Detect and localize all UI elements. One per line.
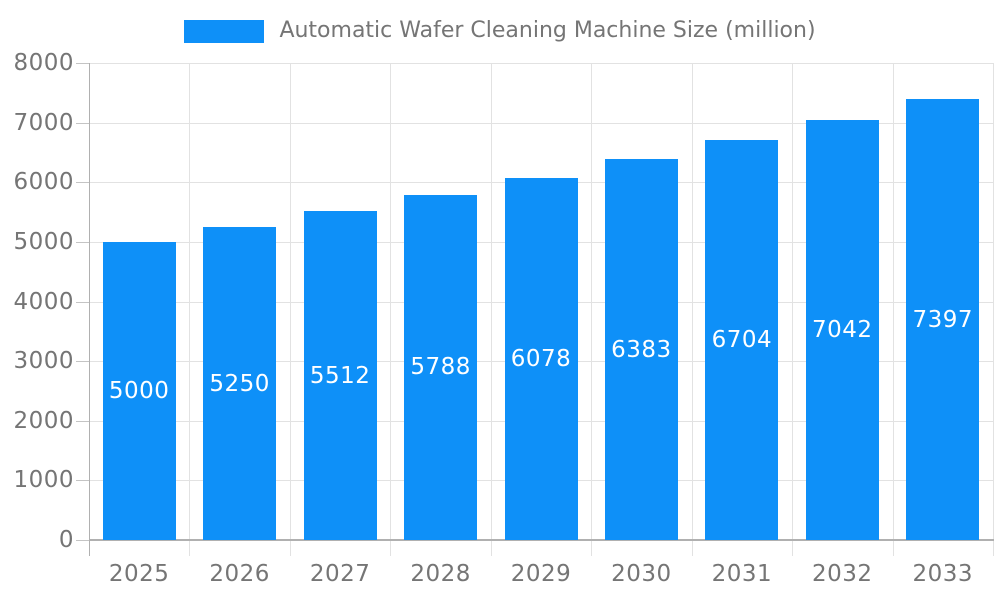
- bar-2029: 6078: [504, 177, 578, 540]
- y-axis-tick-label: 0: [58, 527, 74, 553]
- legend: Automatic Wafer Cleaning Machine Size (m…: [0, 17, 1000, 45]
- bar-2028: 5788: [404, 194, 478, 540]
- bar-value-label: 6383: [611, 336, 672, 363]
- y-gridline: [89, 63, 993, 64]
- y-gridline: [89, 123, 993, 124]
- y-axis-tick: [76, 242, 89, 243]
- x-gridline: [792, 63, 793, 556]
- y-axis-tick-label: 8000: [13, 50, 74, 76]
- y-axis-tick-label: 5000: [13, 229, 74, 255]
- x-gridline: [491, 63, 492, 556]
- x-gridline: [390, 63, 391, 556]
- x-gridline: [993, 63, 994, 556]
- bar-value-label: 5512: [309, 362, 371, 389]
- x-gridline: [692, 63, 693, 556]
- y-axis-tick: [76, 63, 89, 64]
- x-axis-line: [89, 539, 994, 541]
- x-gridline: [189, 63, 190, 556]
- y-axis-tick-label: 1000: [13, 467, 74, 493]
- bar-value-label: 5000: [108, 377, 170, 404]
- bar-2033: 7397: [906, 99, 980, 540]
- bar-2030: 6383: [604, 159, 678, 540]
- x-axis-tick-label: 2028: [410, 561, 471, 587]
- y-axis-tick-label: 2000: [13, 408, 74, 434]
- bar-2031: 6704: [705, 140, 779, 540]
- bar-value-label: 5788: [410, 354, 471, 381]
- x-axis-tick-label: 2025: [108, 561, 170, 587]
- x-gridline: [290, 63, 291, 556]
- bar-2027: 5512: [303, 211, 377, 540]
- y-axis-tick-label: 6000: [13, 169, 74, 195]
- y-axis-tick: [76, 480, 89, 481]
- y-axis-tick: [76, 361, 89, 362]
- y-axis-line: [89, 63, 90, 556]
- bar-2026: 5250: [203, 227, 277, 540]
- x-gridline: [893, 63, 894, 556]
- y-axis-tick: [76, 123, 89, 124]
- x-axis-tick-label: 2029: [510, 561, 572, 587]
- bar-value-label: 7042: [812, 316, 873, 343]
- x-gridline: [591, 63, 592, 556]
- bar-value-label: 6078: [510, 345, 572, 372]
- bar-2025: 5000: [102, 241, 176, 540]
- bar-2032: 7042: [805, 120, 879, 540]
- y-axis-tick: [76, 421, 89, 422]
- bar-value-label: 6704: [711, 327, 773, 354]
- y-axis-tick: [76, 540, 89, 541]
- y-axis-tick: [76, 182, 89, 183]
- y-axis-tick-label: 4000: [13, 289, 74, 315]
- x-axis-tick-label: 2030: [611, 561, 672, 587]
- x-axis-tick-label: 2033: [912, 561, 974, 587]
- y-axis-tick: [76, 302, 89, 303]
- bar-value-label: 5250: [209, 370, 270, 397]
- bar-value-label: 7397: [912, 306, 974, 333]
- x-axis-tick-label: 2031: [711, 561, 773, 587]
- x-axis-tick-label: 2032: [812, 561, 873, 587]
- x-axis-tick-label: 2027: [309, 561, 371, 587]
- legend-swatch: [184, 19, 265, 43]
- legend-series-label: Automatic Wafer Cleaning Machine Size (m…: [279, 18, 816, 43]
- x-axis-tick-label: 2026: [209, 561, 270, 587]
- y-axis-tick-label: 7000: [13, 110, 74, 136]
- y-axis-tick-label: 3000: [13, 348, 74, 374]
